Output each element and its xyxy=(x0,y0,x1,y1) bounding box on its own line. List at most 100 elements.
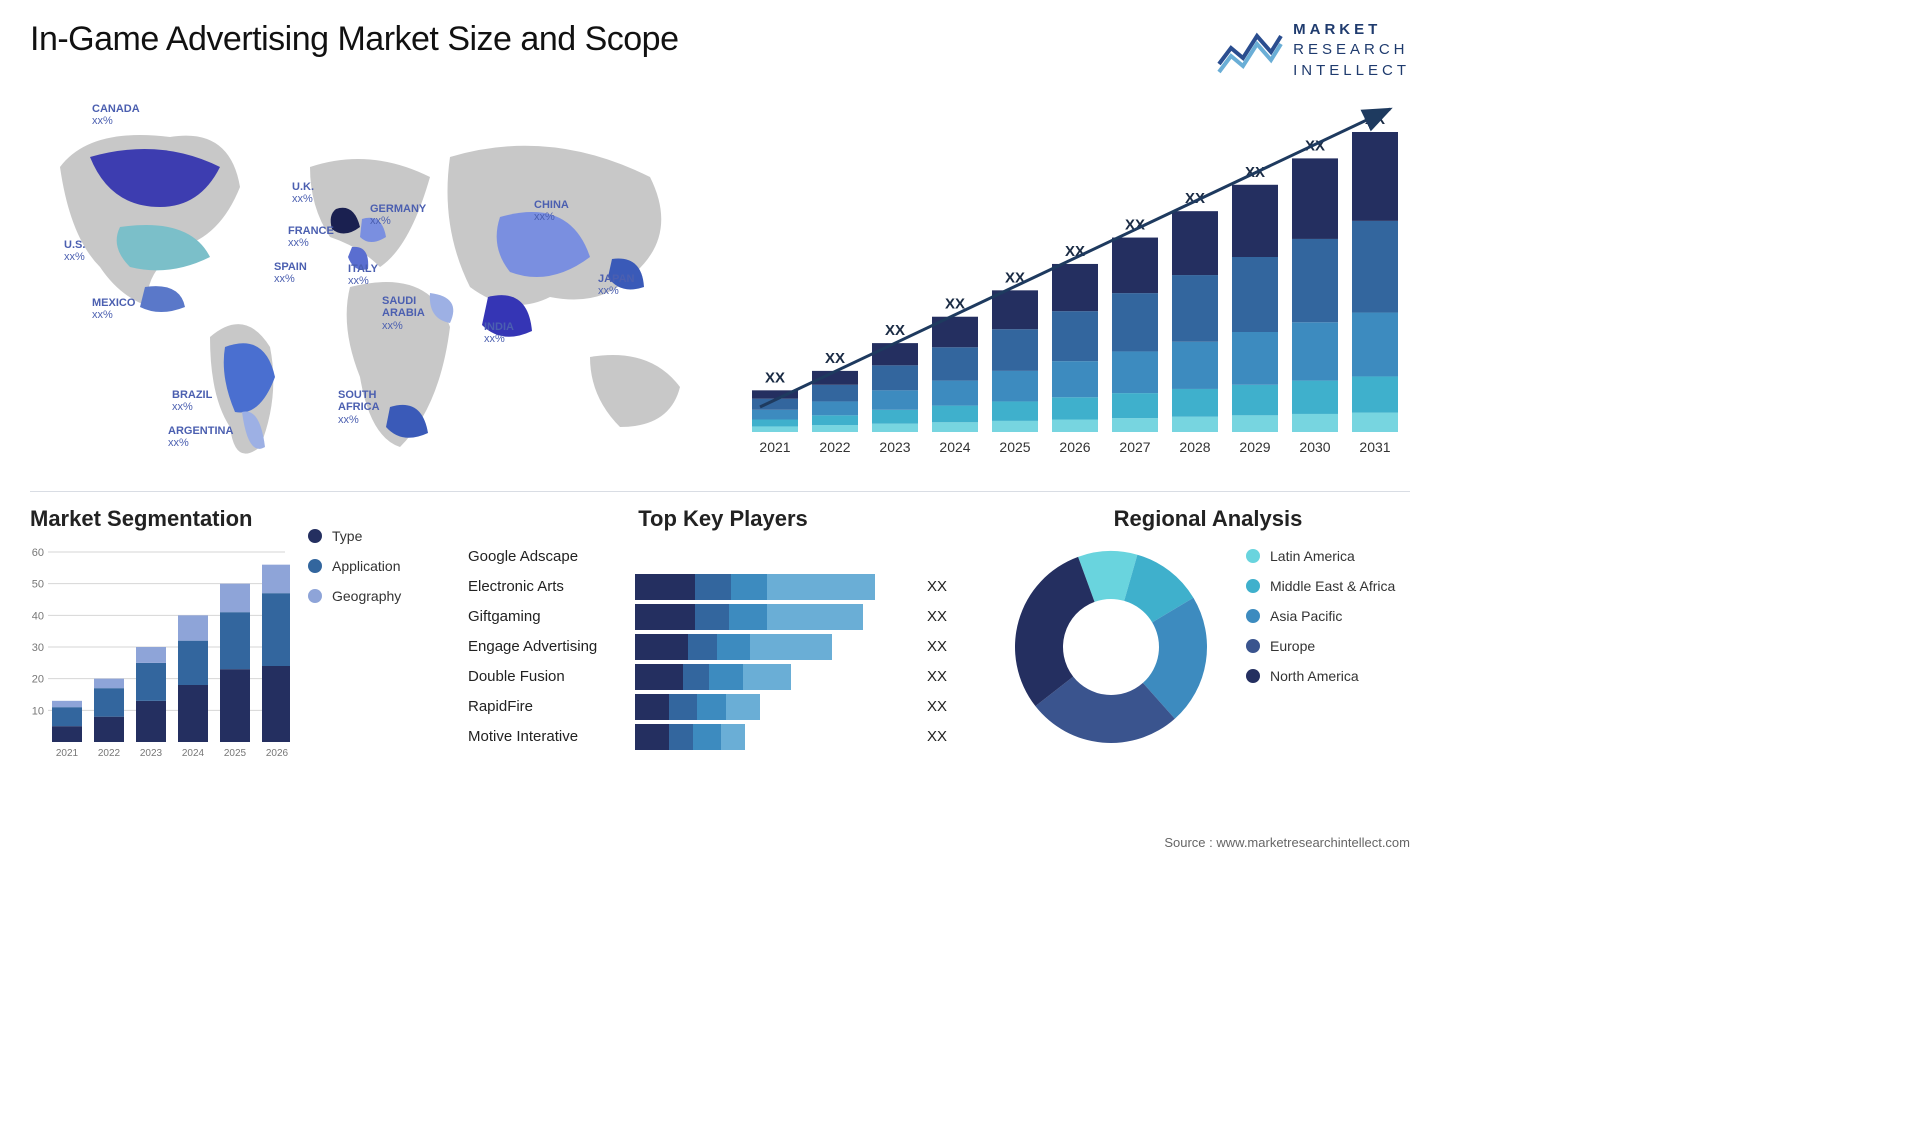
growth-bar-chart: XX2021XX2022XX2023XX2024XX2025XX2026XX20… xyxy=(750,87,1410,467)
svg-text:2021: 2021 xyxy=(56,748,79,759)
regional-title: Regional Analysis xyxy=(1006,506,1410,532)
svg-text:2026: 2026 xyxy=(266,748,289,759)
legend-swatch xyxy=(308,559,322,573)
legend-item: Application xyxy=(308,558,401,574)
legend-item: Middle East & Africa xyxy=(1246,578,1395,594)
brand-logo: MARKET RESEARCH INTELLECT xyxy=(1217,20,1410,81)
svg-text:2028: 2028 xyxy=(1179,439,1210,455)
svg-text:2024: 2024 xyxy=(939,439,970,455)
legend-item: Asia Pacific xyxy=(1246,608,1395,624)
legend-swatch xyxy=(1246,609,1260,623)
player-row: Motive Interative XX xyxy=(468,722,978,752)
svg-text:2025: 2025 xyxy=(224,748,247,759)
legend-swatch xyxy=(1246,669,1260,683)
map-country-label: ITALYxx% xyxy=(348,263,378,288)
map-country-label: JAPANxx% xyxy=(598,273,634,298)
map-country-label: U.S.xx% xyxy=(64,239,85,264)
map-country-label: SAUDIARABIAxx% xyxy=(382,295,425,333)
svg-text:30: 30 xyxy=(32,642,44,654)
legend-swatch xyxy=(1246,579,1260,593)
player-value: XX xyxy=(927,608,947,625)
svg-text:XX: XX xyxy=(765,369,785,386)
player-label: Engage Advertising xyxy=(468,638,623,655)
player-bar xyxy=(635,604,915,630)
player-row: RapidFire XX xyxy=(468,692,978,722)
svg-text:2023: 2023 xyxy=(140,748,163,759)
map-country-label: ARGENTINAxx% xyxy=(168,425,233,450)
legend-label: Middle East & Africa xyxy=(1270,578,1395,594)
player-bar xyxy=(635,544,915,570)
legend-swatch xyxy=(1246,549,1260,563)
logo-line: MARKET xyxy=(1293,20,1410,40)
player-bar xyxy=(635,634,915,660)
legend-item: North America xyxy=(1246,668,1395,684)
svg-text:XX: XX xyxy=(825,350,845,367)
player-row: Giftgaming XX xyxy=(468,602,978,632)
growth-chart: XX2021XX2022XX2023XX2024XX2025XX2026XX20… xyxy=(750,87,1410,477)
segmentation-legend: Type Application Geography xyxy=(308,528,401,767)
svg-text:2031: 2031 xyxy=(1359,439,1390,455)
map-country-label: BRAZILxx% xyxy=(172,389,212,414)
regional-panel: Regional Analysis Latin America Middle Ea… xyxy=(1006,506,1410,767)
svg-text:40: 40 xyxy=(32,610,44,622)
map-country-label: SPAINxx% xyxy=(274,261,307,286)
page-title: In-Game Advertising Market Size and Scop… xyxy=(30,20,679,59)
player-label: Electronic Arts xyxy=(468,578,623,595)
player-bar xyxy=(635,664,915,690)
svg-text:2022: 2022 xyxy=(98,748,121,759)
map-country-label: INDIAxx% xyxy=(484,321,514,346)
logo-line: INTELLECT xyxy=(1293,61,1410,81)
svg-text:50: 50 xyxy=(32,578,44,590)
player-value: XX xyxy=(927,698,947,715)
map-country-label: FRANCExx% xyxy=(288,225,334,250)
legend-item: Latin America xyxy=(1246,548,1395,564)
map-country-label: CANADAxx% xyxy=(92,103,140,128)
svg-text:20: 20 xyxy=(32,673,44,685)
legend-label: Europe xyxy=(1270,638,1315,654)
legend-item: Type xyxy=(308,528,401,544)
legend-label: North America xyxy=(1270,668,1359,684)
player-bar xyxy=(635,724,915,750)
legend-swatch xyxy=(308,529,322,543)
legend-item: Geography xyxy=(308,588,401,604)
logo-line: RESEARCH xyxy=(1293,40,1410,60)
segmentation-title: Market Segmentation xyxy=(30,506,290,532)
legend-label: Latin America xyxy=(1270,548,1355,564)
player-value: XX xyxy=(927,638,947,655)
legend-swatch xyxy=(1246,639,1260,653)
player-label: Google Adscape xyxy=(468,548,623,565)
logo-mark-icon xyxy=(1217,24,1283,76)
svg-text:60: 60 xyxy=(32,547,44,559)
segmentation-chart: Market Segmentation 10 20 30 40 50 60 2021 2022… xyxy=(30,506,290,767)
svg-text:2030: 2030 xyxy=(1299,439,1330,455)
svg-text:2027: 2027 xyxy=(1119,439,1150,455)
legend-label: Application xyxy=(332,558,401,574)
svg-text:2024: 2024 xyxy=(182,748,205,759)
player-row: Google Adscape xyxy=(468,542,978,572)
legend-label: Type xyxy=(332,528,362,544)
map-country-label: SOUTHAFRICAxx% xyxy=(338,389,380,427)
svg-text:2022: 2022 xyxy=(819,439,850,455)
player-label: Double Fusion xyxy=(468,668,623,685)
players-panel: Top Key Players Google Adscape Electronic… xyxy=(468,506,978,767)
player-bar xyxy=(635,694,915,720)
legend-label: Geography xyxy=(332,588,401,604)
player-row: Engage Advertising XX xyxy=(468,632,978,662)
player-label: Giftgaming xyxy=(468,608,623,625)
svg-text:2026: 2026 xyxy=(1059,439,1090,455)
svg-text:2023: 2023 xyxy=(879,439,910,455)
players-title: Top Key Players xyxy=(468,506,978,532)
player-label: RapidFire xyxy=(468,698,623,715)
world-map-panel: CANADAxx% U.S.xx% MEXICOxx% BRAZILxx% ARGENT… xyxy=(30,87,720,477)
player-value: XX xyxy=(927,578,947,595)
player-value: XX xyxy=(927,668,947,685)
legend-label: Asia Pacific xyxy=(1270,608,1342,624)
source-label: Source : www.marketresearchintellect.com xyxy=(1164,835,1410,850)
player-label: Motive Interative xyxy=(468,728,623,745)
map-country-label: MEXICOxx% xyxy=(92,297,135,322)
map-country-label: CHINAxx% xyxy=(534,199,569,224)
svg-text:10: 10 xyxy=(32,705,44,717)
player-value: XX xyxy=(927,728,947,745)
player-bar xyxy=(635,574,915,600)
player-row: Double Fusion XX xyxy=(468,662,978,692)
